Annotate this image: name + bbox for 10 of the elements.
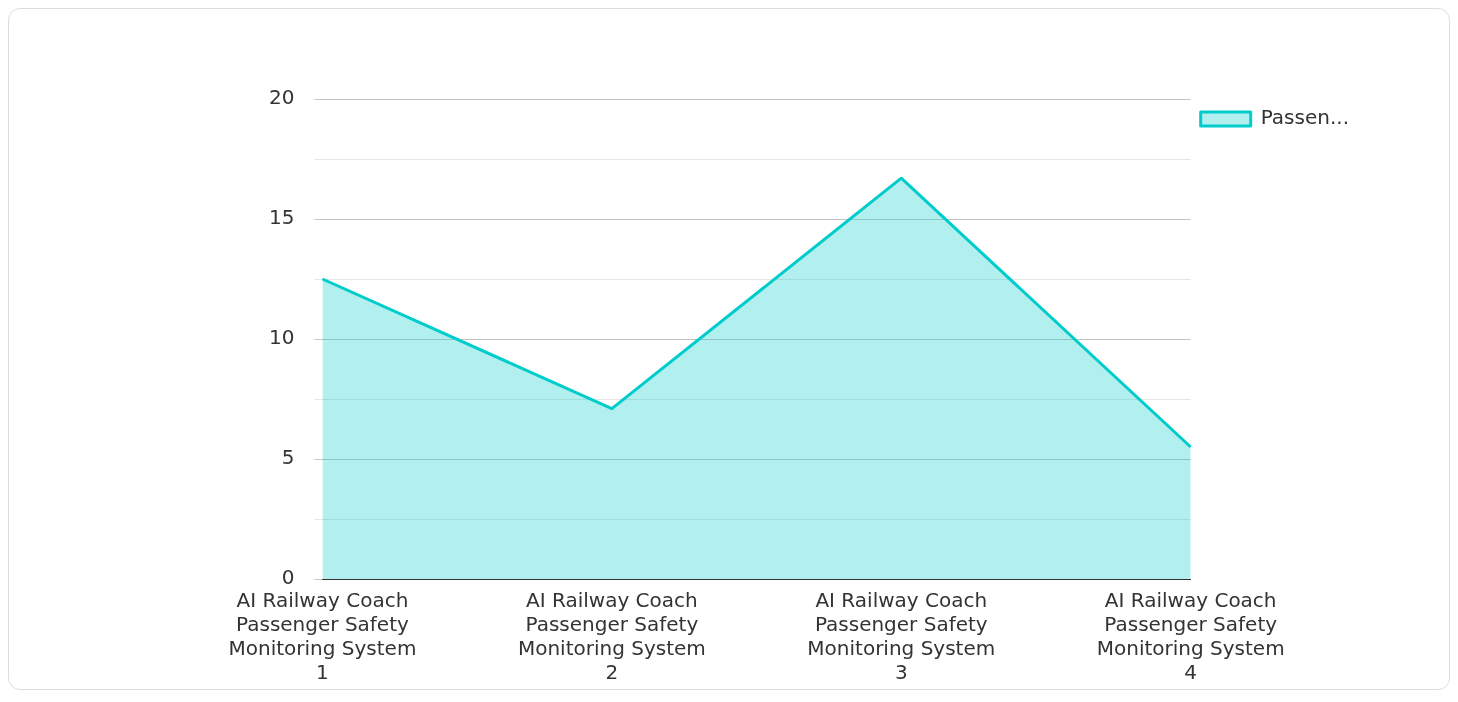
y-tick-label: 0: [281, 565, 295, 590]
x-tick-label: AI Railway Coach Passenger Safety Monitoring System 1: [228, 588, 417, 685]
legend-label: Passen...: [1260, 105, 1349, 130]
x-tick-label: AI Railway Coach Passenger Safety Monitoring System 3: [807, 588, 996, 685]
y-tick-label: 5: [281, 445, 295, 470]
y-tick-label: 15: [269, 205, 295, 230]
x-tick-label: AI Railway Coach Passenger Safety Monitoring System 2: [517, 588, 706, 685]
x-tick-label: AI Railway Coach Passenger Safety Monitoring System 4: [1096, 588, 1285, 685]
y-tick-label: 10: [269, 325, 295, 350]
y-tick-label: 20: [269, 85, 295, 110]
